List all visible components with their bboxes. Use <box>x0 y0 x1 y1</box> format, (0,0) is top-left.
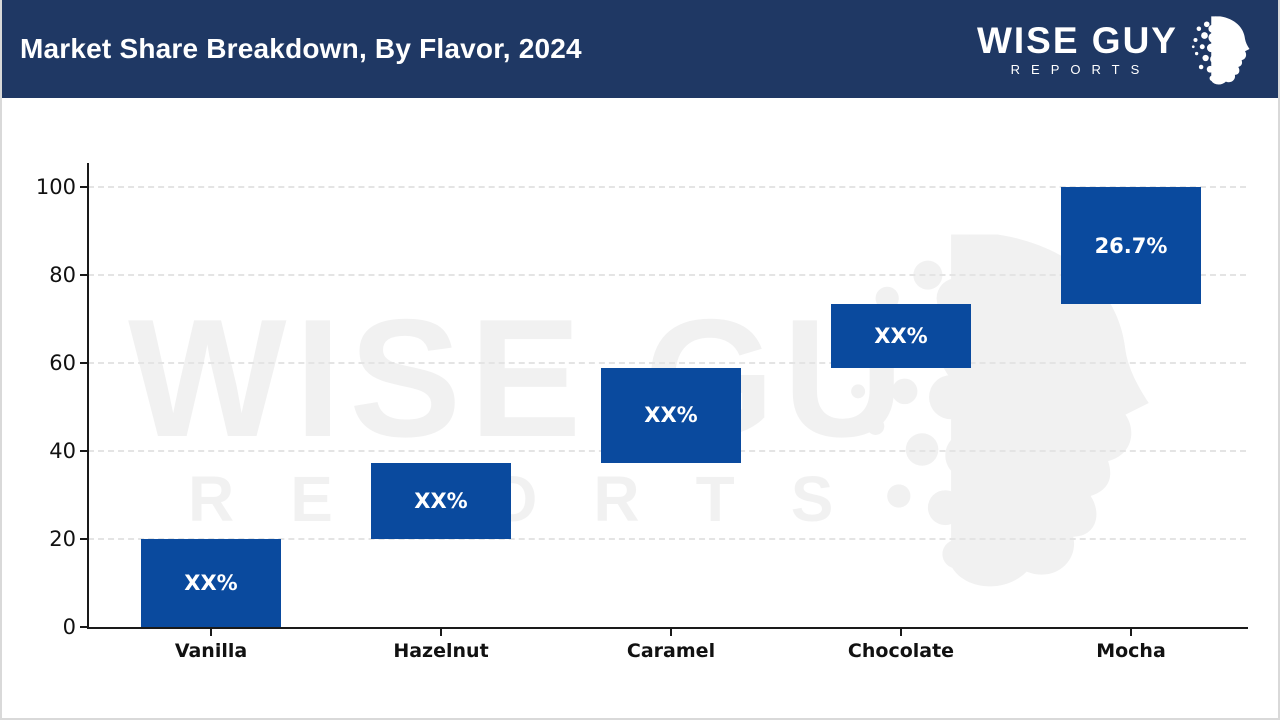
x-category-label: Mocha <box>1096 640 1166 662</box>
y-tick-mark <box>80 186 87 188</box>
x-category-label: Hazelnut <box>393 640 489 662</box>
x-tick-mark <box>900 629 902 636</box>
x-tick-mark <box>1130 629 1132 636</box>
bar-value-label: 26.7% <box>1094 233 1168 258</box>
x-category-label: Vanilla <box>174 640 248 662</box>
y-tick-mark <box>80 274 87 276</box>
y-tick-label: 40 <box>49 439 76 463</box>
bar-caramel: XX% <box>601 367 741 463</box>
y-tick-mark <box>80 450 87 452</box>
gridline <box>88 538 1246 540</box>
y-tick-label: 20 <box>49 527 76 551</box>
logo-text: WISE GUY REPORTS <box>977 22 1178 77</box>
bar-value-label: XX% <box>184 571 238 595</box>
bar-chocolate: XX% <box>831 304 971 368</box>
bar-vanilla: XX% <box>141 539 281 627</box>
x-category-label: Chocolate <box>847 640 955 662</box>
x-tick-mark <box>440 629 442 636</box>
bar-mocha: 26.7% <box>1061 187 1201 305</box>
bar-value-label: XX% <box>644 403 698 428</box>
y-tick-mark <box>80 362 87 364</box>
y-tick-label: 80 <box>49 263 76 287</box>
y-tick-label: 60 <box>49 351 76 375</box>
x-category-label: Caramel <box>626 640 716 662</box>
y-tick-label: 0 <box>62 615 76 639</box>
page-title: Market Share Breakdown, By Flavor, 2024 <box>20 33 582 64</box>
gridline <box>88 362 1246 364</box>
y-axis-line <box>87 163 89 629</box>
y-tick-mark <box>80 538 87 540</box>
logo: WISE GUY REPORTS <box>977 9 1254 89</box>
logo-wordmark: WISE GUY <box>976 19 1178 61</box>
logo-subtitle: REPORTS <box>1010 61 1151 77</box>
x-tick-mark <box>210 629 212 636</box>
gridline <box>88 186 1246 188</box>
x-axis-line <box>87 627 1248 629</box>
y-tick-label: 100 <box>35 175 76 199</box>
bar-value-label: XX% <box>874 324 928 349</box>
gridline <box>88 274 1246 276</box>
y-tick-mark <box>80 626 87 628</box>
bar-value-label: XX% <box>414 488 468 513</box>
header: Market Share Breakdown, By Flavor, 2024 … <box>0 0 1280 98</box>
bar-hazelnut: XX% <box>371 462 511 539</box>
wise-guy-face-icon <box>1182 9 1254 89</box>
x-tick-mark <box>670 629 672 636</box>
